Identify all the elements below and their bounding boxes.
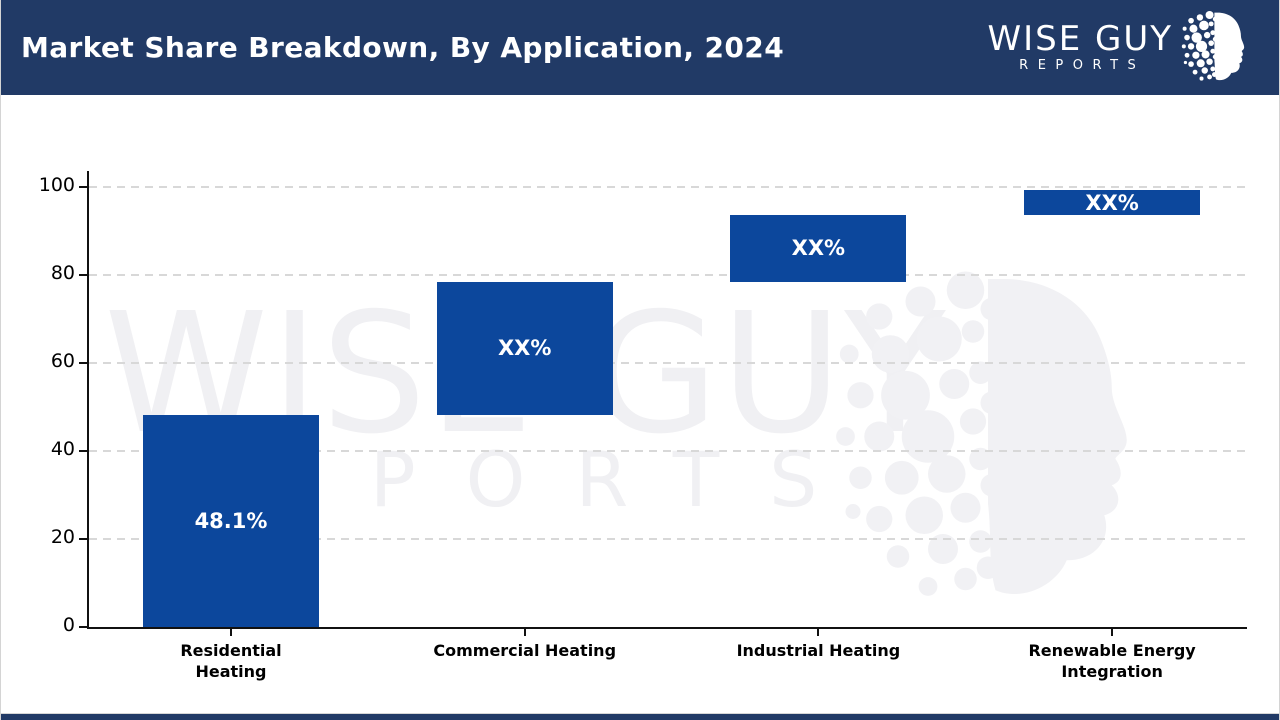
bar — [436, 281, 613, 416]
y-axis-spine — [87, 171, 89, 629]
gridline — [89, 274, 1247, 276]
x-tick-label: Residential Heating — [180, 641, 282, 681]
footer-bar — [1, 714, 1279, 720]
page-title: Market Share Breakdown, By Application, … — [21, 31, 785, 64]
x-axis-spine — [87, 627, 1247, 629]
x-tick — [1111, 629, 1114, 636]
x-tick — [523, 629, 526, 636]
y-tick — [79, 538, 88, 540]
x-tick — [817, 629, 820, 636]
y-tick — [79, 626, 88, 628]
y-tick — [79, 274, 88, 276]
y-tick-label: 40 — [50, 438, 75, 460]
bar-value-label: XX% — [1085, 190, 1139, 215]
x-tick — [230, 629, 232, 636]
gridline — [89, 186, 1247, 188]
gridline — [89, 450, 1247, 452]
wiseguy-reports-label: REPORTS — [1019, 58, 1146, 73]
wiseguy-logo-text: WISE GUY REPORTS — [987, 21, 1173, 74]
gridline — [89, 362, 1247, 364]
y-tick-label: 0 — [62, 614, 75, 636]
bar-value-label: 48.1% — [194, 509, 268, 534]
x-tick-label: Renewable Energy Integration — [1028, 641, 1196, 681]
y-tick — [79, 362, 88, 364]
y-tick — [79, 450, 88, 452]
bar-value-label: XX% — [791, 236, 846, 261]
y-tick-label: 60 — [50, 350, 75, 372]
bar — [143, 415, 319, 627]
gridline — [89, 538, 1247, 540]
bar — [730, 215, 907, 282]
wiseguy-wordmark: WISE GUY — [987, 19, 1173, 59]
y-tick-label: 80 — [50, 262, 75, 284]
bar-value-label: XX% — [497, 336, 552, 361]
x-tick-label: Commercial Heating — [433, 641, 617, 660]
y-tick-label: 100 — [38, 174, 75, 196]
header-bar: Market Share Breakdown, By Application, … — [1, 0, 1279, 95]
bottom-divider — [1, 713, 1279, 714]
y-tick-label: 20 — [50, 526, 75, 548]
x-tick-label: Industrial Heating — [736, 641, 901, 660]
wiseguy-logo: WISE GUY REPORTS — [987, 8, 1253, 88]
wiseguy-head-icon — [1181, 10, 1245, 81]
y-tick — [79, 186, 88, 188]
bar — [1024, 190, 1201, 216]
